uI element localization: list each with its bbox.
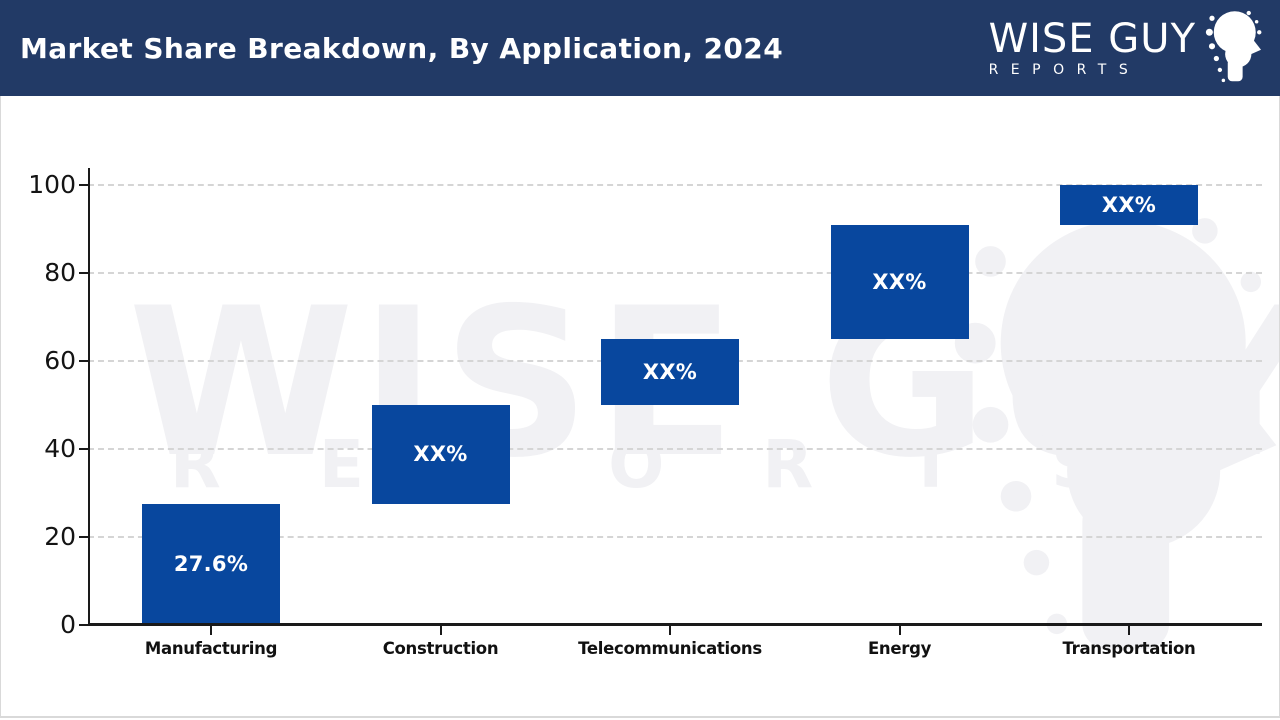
y-tick-80 — [79, 272, 88, 274]
bar-energy: XX% — [830, 224, 969, 339]
x-tick-4 — [1128, 626, 1130, 635]
bar-value-label: XX% — [413, 442, 468, 467]
x-tick-3 — [898, 626, 901, 635]
x-tick-0 — [210, 626, 212, 635]
watermark-head-icon — [954, 218, 1277, 650]
category-label-3: Energy — [867, 639, 932, 658]
y-tick-20 — [79, 536, 88, 538]
gridline-20 — [88, 536, 1262, 538]
y-tick-label-80: 80 — [44, 258, 76, 287]
gridline-40 — [88, 448, 1262, 450]
y-tick-60 — [79, 360, 88, 362]
y-tick-label-40: 40 — [44, 434, 76, 463]
bar-value-label: 27.6% — [173, 552, 249, 577]
bar-value-label: XX% — [872, 269, 927, 294]
y-tick-40 — [79, 448, 88, 450]
y-tick-label-100: 100 — [28, 170, 76, 199]
x-axis-spine — [88, 623, 1262, 626]
logo-subtitle: REPORTS — [988, 62, 1141, 78]
wiseguy-logo: WISE GUY REPORTS — [989, 6, 1266, 90]
y-tick-100 — [79, 184, 88, 186]
y-tick-label-60: 60 — [44, 346, 76, 375]
category-label-1: Construction — [382, 639, 499, 658]
page-title: Market Share Breakdown, By Application, … — [20, 31, 784, 65]
header: Market Share Breakdown, By Application, … — [0, 0, 1280, 96]
bar-telecommunications: XX% — [601, 339, 739, 405]
x-tick-2 — [669, 626, 671, 635]
category-label-0: Manufacturing — [144, 639, 278, 658]
page-bottom-border — [0, 716, 1280, 718]
x-tick-1 — [439, 626, 442, 635]
wiseguy-head-icon — [1205, 10, 1262, 83]
y-axis-spine — [88, 168, 90, 625]
gridline-100 — [88, 184, 1262, 186]
y-tick-label-0: 0 — [60, 610, 76, 639]
y-tick-0 — [79, 624, 88, 626]
category-label-4: Transportation — [1062, 639, 1196, 658]
watermark-subtitle: REPORTS — [170, 426, 1197, 503]
bar-value-label: XX% — [1101, 192, 1157, 217]
bar-value-label: XX% — [642, 360, 698, 384]
bar-manufacturing: 27.6% — [142, 503, 280, 625]
logo-wordmark: WISE GUY — [988, 16, 1196, 62]
bar-transportation: XX% — [1060, 185, 1198, 225]
category-label-2: Telecommunications — [578, 639, 762, 658]
page-left-border — [0, 96, 1, 718]
bar-construction: XX% — [371, 405, 510, 504]
gridline-80 — [88, 272, 1262, 274]
y-tick-label-20: 20 — [44, 522, 76, 551]
